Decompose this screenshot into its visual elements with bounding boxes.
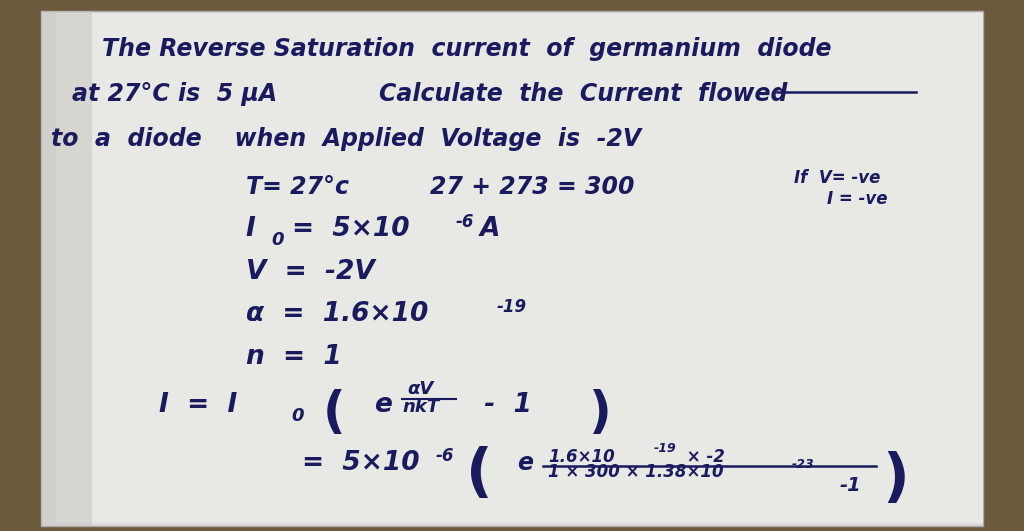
- Text: α  =  1.6×10: α = 1.6×10: [246, 301, 428, 327]
- Text: I = -ve: I = -ve: [827, 191, 888, 209]
- Text: -  1: - 1: [466, 391, 531, 417]
- Text: The Reverse Saturation  current  of  germanium  diode: The Reverse Saturation current of german…: [102, 37, 831, 61]
- Text: (: (: [466, 446, 493, 503]
- Text: T= 27°c: T= 27°c: [246, 175, 349, 199]
- Text: n  =  1: n = 1: [246, 344, 342, 370]
- Text: ): ): [589, 389, 611, 438]
- Text: -19: -19: [497, 298, 526, 316]
- Text: =  5×10: = 5×10: [302, 450, 420, 476]
- Text: =  5×10: = 5×10: [292, 216, 410, 242]
- Text: -6: -6: [456, 213, 474, 232]
- Text: -1: -1: [840, 476, 861, 495]
- Text: e: e: [374, 391, 391, 417]
- Text: -23: -23: [792, 458, 814, 471]
- FancyBboxPatch shape: [41, 11, 92, 526]
- Text: If  V= -ve: If V= -ve: [794, 169, 880, 187]
- Text: A: A: [479, 216, 500, 242]
- Text: e: e: [517, 451, 534, 475]
- Text: nkT: nkT: [402, 398, 439, 416]
- Text: ): ): [883, 451, 909, 509]
- Text: at 27°C is  5 μA: at 27°C is 5 μA: [72, 82, 276, 106]
- Text: (: (: [323, 389, 345, 438]
- FancyBboxPatch shape: [41, 11, 983, 526]
- Text: 1 × 300 × 1.38×10: 1 × 300 × 1.38×10: [548, 463, 724, 481]
- Text: 0: 0: [271, 232, 284, 250]
- Text: Calculate  the  Current  flowed: Calculate the Current flowed: [379, 82, 787, 106]
- Text: × -2: × -2: [681, 448, 725, 466]
- Text: V  =  -2V: V = -2V: [246, 259, 375, 285]
- Text: αV: αV: [408, 380, 434, 398]
- Text: -6: -6: [435, 447, 454, 465]
- Text: I: I: [246, 216, 256, 242]
- FancyBboxPatch shape: [56, 13, 983, 523]
- Text: 0: 0: [292, 407, 304, 425]
- Text: -19: -19: [653, 442, 676, 456]
- Text: 27 + 273 = 300: 27 + 273 = 300: [430, 175, 635, 199]
- Text: to  a  diode    when  Applied  Voltage  is  -2V: to a diode when Applied Voltage is -2V: [51, 127, 641, 151]
- Text: 1.6×10: 1.6×10: [548, 448, 614, 466]
- Text: I  =  I: I = I: [159, 391, 238, 417]
